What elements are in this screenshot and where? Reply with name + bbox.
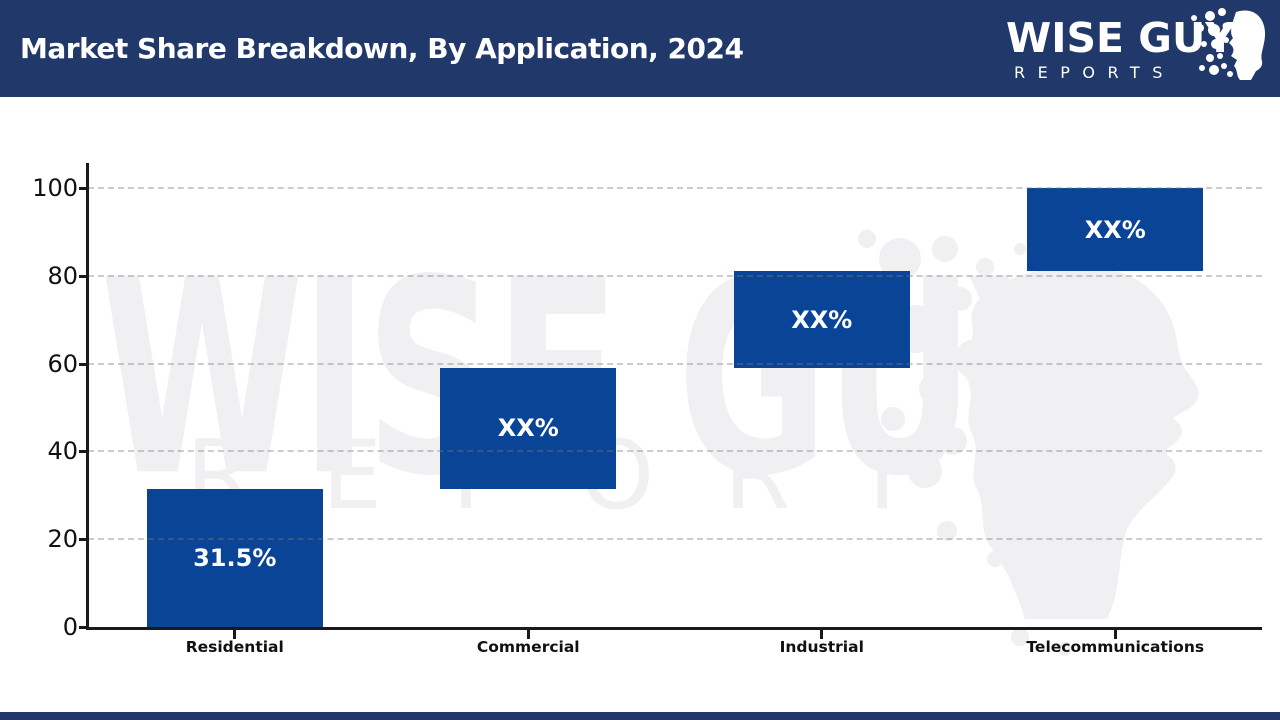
wise-guy-reports-logo: WISE GUY REPORTS	[1006, 7, 1266, 82]
gridline	[88, 274, 1262, 277]
x-axis-category-label: Industrial	[779, 638, 864, 656]
y-axis-tick-label: 20	[47, 525, 78, 554]
bar-residential: 31.5%	[146, 488, 323, 627]
gridline	[88, 362, 1262, 365]
header-banner: Market Share Breakdown, By Application, …	[0, 0, 1280, 97]
logo-subtitle: REPORTS	[1014, 63, 1175, 82]
y-tick-mark	[79, 187, 88, 190]
x-axis-category-label: Commercial	[476, 638, 580, 656]
y-axis-tick-label: 40	[47, 437, 78, 466]
plot-canvas: 0 20 40 60 80 100 31.5% Residential XX% Commercia…	[0, 97, 1280, 712]
x-axis-category-label: Residential	[185, 638, 284, 656]
x-tick-mark	[1113, 630, 1117, 639]
bar-commercial: XX%	[440, 367, 617, 489]
y-tick-mark	[79, 450, 88, 454]
bar-value-label: XX%	[1084, 215, 1146, 244]
y-axis-spine	[86, 163, 89, 630]
y-axis-tick-label: 0	[62, 613, 78, 641]
x-axis-category-label: Telecommunications	[1026, 638, 1205, 656]
y-tick-mark	[79, 626, 88, 629]
x-tick-mark	[820, 630, 824, 639]
bar-value-label: 31.5%	[193, 543, 277, 572]
bar-telecommunications: XX%	[1027, 188, 1204, 272]
y-tick-mark	[79, 538, 88, 542]
x-tick-mark	[526, 630, 530, 639]
y-axis-tick-label: 80	[47, 261, 78, 290]
x-axis-spine	[86, 627, 1262, 630]
logo-wordmark: WISE GUY	[1006, 14, 1236, 62]
chart-area: WISE GUY REPORTS 0 20 40 60 80 100 31.5% Reside…	[0, 97, 1280, 712]
gridline	[88, 450, 1262, 453]
footer-accent-strip	[0, 712, 1280, 720]
logo-head-dots-icon	[1191, 7, 1266, 80]
bar-value-label: XX%	[791, 305, 853, 334]
chart-title: Market Share Breakdown, By Application, …	[20, 32, 744, 65]
gridline	[88, 538, 1262, 541]
watermark-head-dots-icon	[847, 230, 1199, 656]
gridline	[88, 187, 1262, 189]
y-tick-mark	[79, 362, 88, 366]
y-axis-tick-label: 100	[32, 174, 78, 202]
y-axis-tick-label: 60	[47, 349, 78, 378]
bar-value-label: XX%	[497, 414, 559, 443]
bar-industrial: XX%	[733, 271, 910, 368]
y-tick-mark	[79, 274, 88, 278]
x-tick-mark	[233, 630, 237, 639]
